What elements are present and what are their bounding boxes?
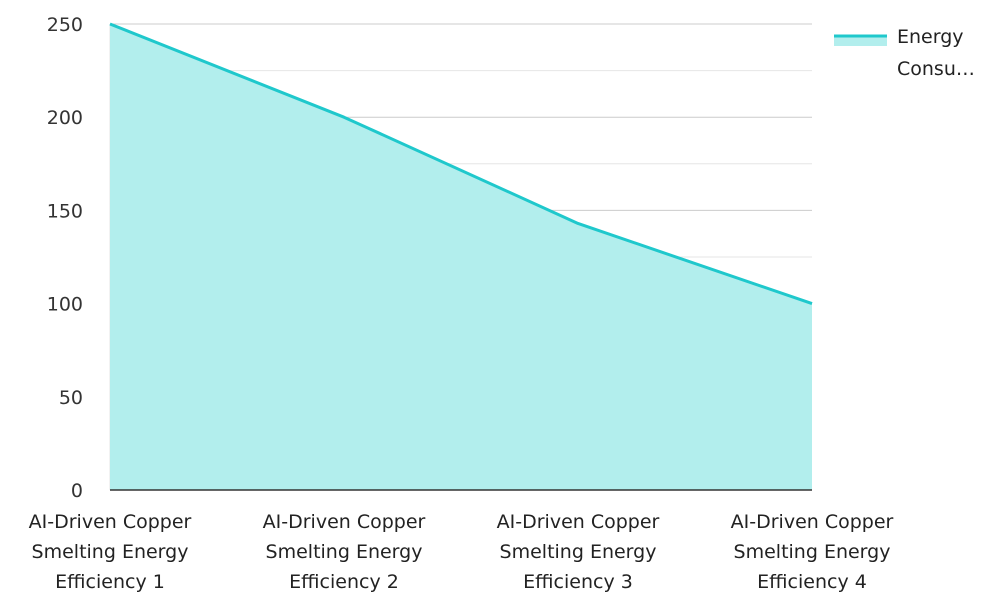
legend-swatch: [834, 36, 887, 46]
y-tick-label: 50: [59, 387, 83, 409]
x-tick-label: AI-Driven Copper Smelting Energy Efficienc…: [263, 511, 426, 593]
y-tick-label: 200: [47, 107, 83, 129]
y-tick-label: 150: [47, 200, 83, 222]
x-tick-label: AI-Driven Copper Smelting Energy Efficienc…: [29, 511, 192, 593]
x-tick-label: AI-Driven Copper Smelting Energy Efficienc…: [731, 511, 894, 593]
y-axis-tick-labels: 0 50 100 150 200 250: [47, 14, 83, 502]
series-area-fill: [110, 24, 812, 490]
x-axis-category-labels: AI-Driven Copper Smelting Energy Efficienc…: [29, 511, 894, 593]
y-tick-label: 100: [47, 294, 83, 316]
series-line: [109, 22, 813, 306]
y-tick-label: 250: [47, 14, 83, 36]
y-tick-label: 0: [71, 480, 83, 502]
x-tick-label: AI-Driven Copper Smelting Energy Efficienc…: [497, 511, 660, 593]
legend[interactable]: Energy Consu…: [834, 26, 975, 80]
legend-label: Energy Consu…: [897, 26, 975, 80]
